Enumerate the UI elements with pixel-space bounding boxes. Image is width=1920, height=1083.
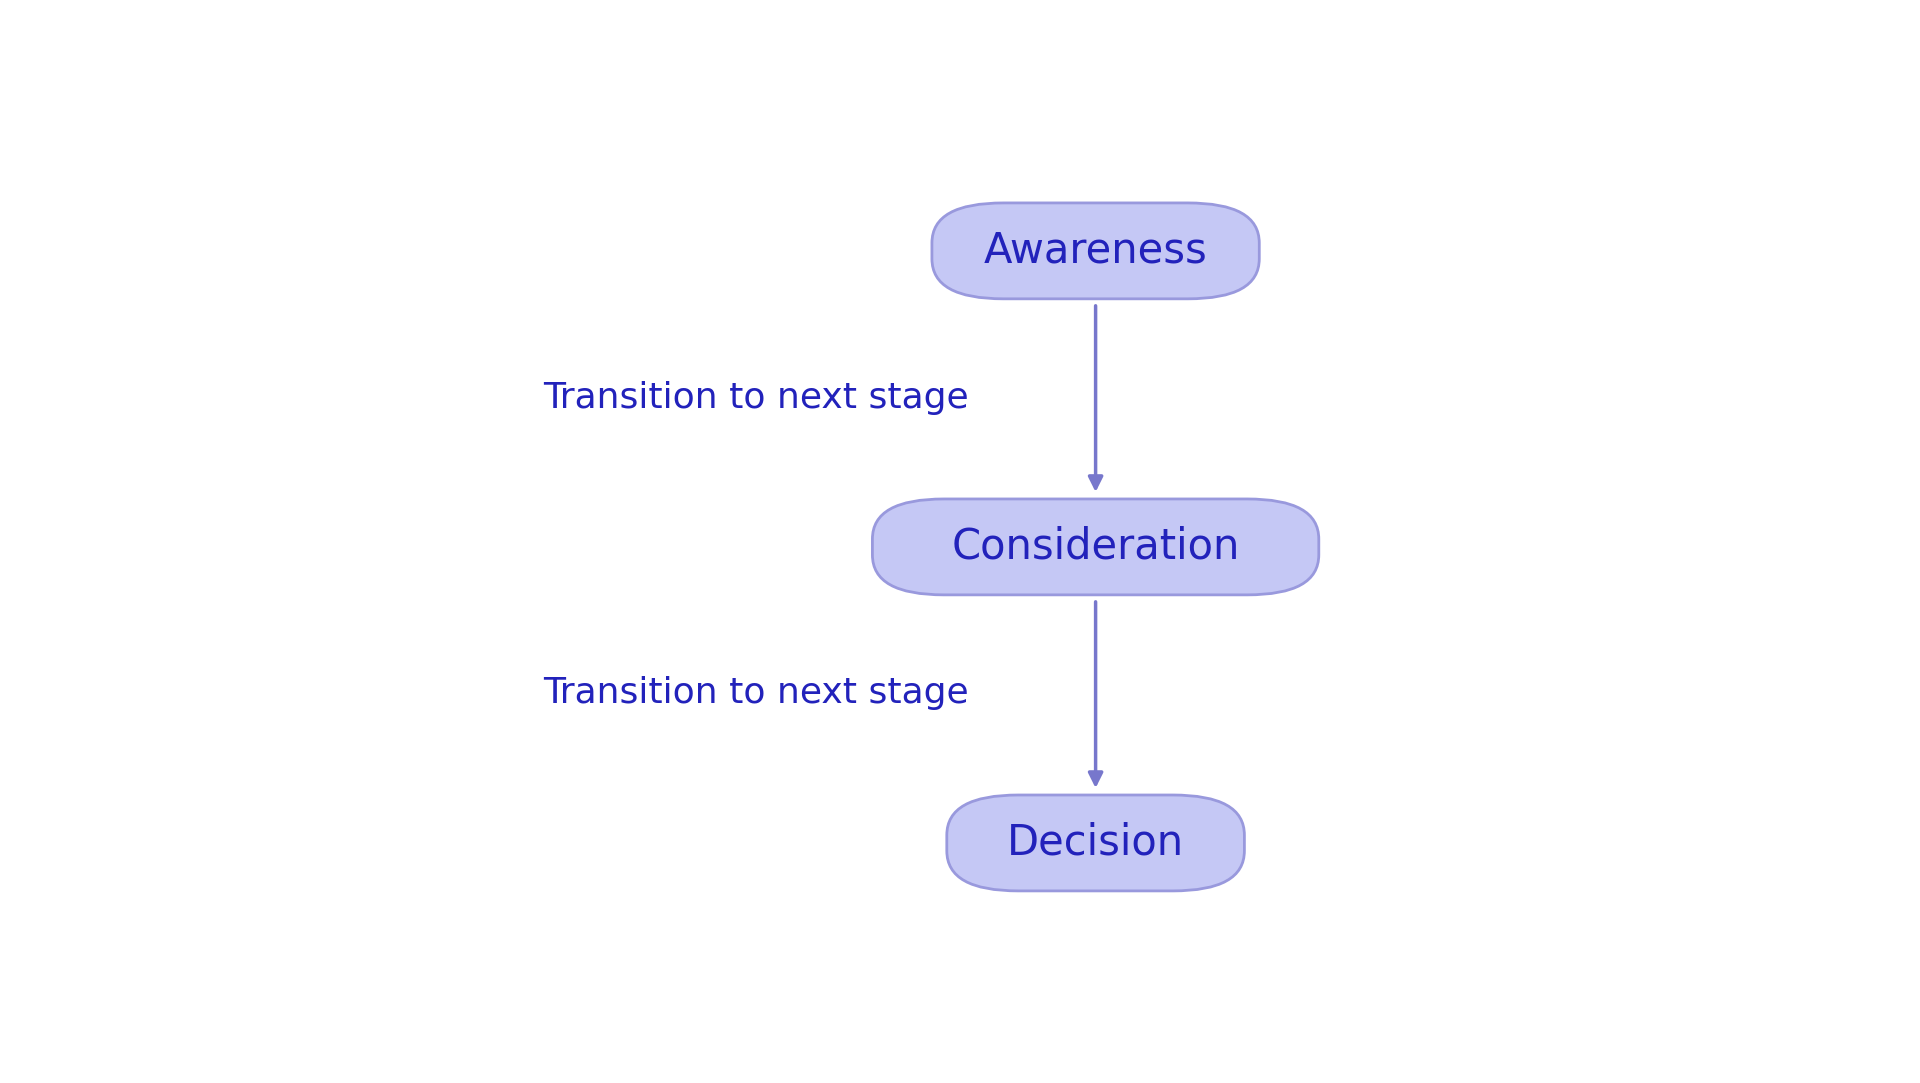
- Text: Transition to next stage: Transition to next stage: [543, 676, 970, 709]
- Text: Awareness: Awareness: [983, 230, 1208, 272]
- Text: Transition to next stage: Transition to next stage: [543, 381, 970, 416]
- FancyBboxPatch shape: [872, 499, 1319, 595]
- Text: Consideration: Consideration: [952, 526, 1240, 567]
- Text: Decision: Decision: [1006, 822, 1185, 864]
- FancyBboxPatch shape: [931, 203, 1260, 299]
- FancyBboxPatch shape: [947, 795, 1244, 891]
